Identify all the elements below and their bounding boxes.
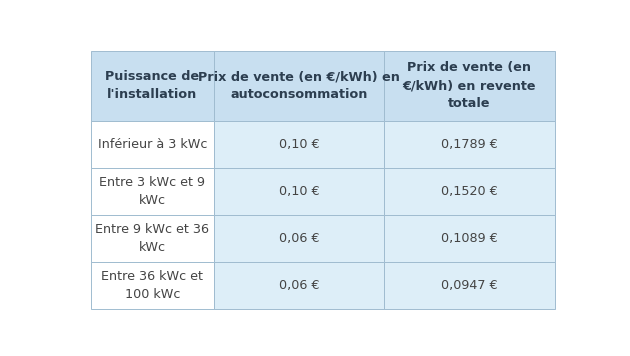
Bar <box>91 215 214 262</box>
Text: 0,06 €: 0,06 € <box>278 232 319 245</box>
Text: Inférieur à 3 kWc: Inférieur à 3 kWc <box>98 137 207 151</box>
Bar <box>214 262 384 309</box>
Text: 0,10 €: 0,10 € <box>278 184 319 198</box>
Bar <box>91 121 214 168</box>
Bar <box>384 168 555 215</box>
Text: 0,1789 €: 0,1789 € <box>441 137 498 151</box>
Text: Puissance de
l'installation: Puissance de l'installation <box>105 70 200 101</box>
Bar <box>384 51 555 121</box>
Text: 0,0947 €: 0,0947 € <box>441 279 498 292</box>
Bar <box>214 51 384 121</box>
Text: 0,06 €: 0,06 € <box>278 279 319 292</box>
Bar <box>384 262 555 309</box>
Bar <box>91 262 214 309</box>
Text: Entre 9 kWc et 36
kWc: Entre 9 kWc et 36 kWc <box>95 222 209 253</box>
Bar <box>91 168 214 215</box>
Bar <box>214 215 384 262</box>
Bar <box>214 168 384 215</box>
Text: Entre 3 kWc et 9
kWc: Entre 3 kWc et 9 kWc <box>100 176 205 206</box>
Bar <box>384 121 555 168</box>
Text: 0,1089 €: 0,1089 € <box>441 232 498 245</box>
Bar <box>214 121 384 168</box>
Bar <box>384 215 555 262</box>
Text: Entre 36 kWc et
100 kWc: Entre 36 kWc et 100 kWc <box>101 269 203 300</box>
Text: Prix de vente (en
€/kWh) en revente
totale: Prix de vente (en €/kWh) en revente tota… <box>403 61 536 110</box>
Text: Prix de vente (en €/kWh) en
autoconsommation: Prix de vente (en €/kWh) en autoconsomma… <box>198 70 400 101</box>
Text: 0,1520 €: 0,1520 € <box>441 184 498 198</box>
Text: 0,10 €: 0,10 € <box>278 137 319 151</box>
Bar <box>91 51 214 121</box>
